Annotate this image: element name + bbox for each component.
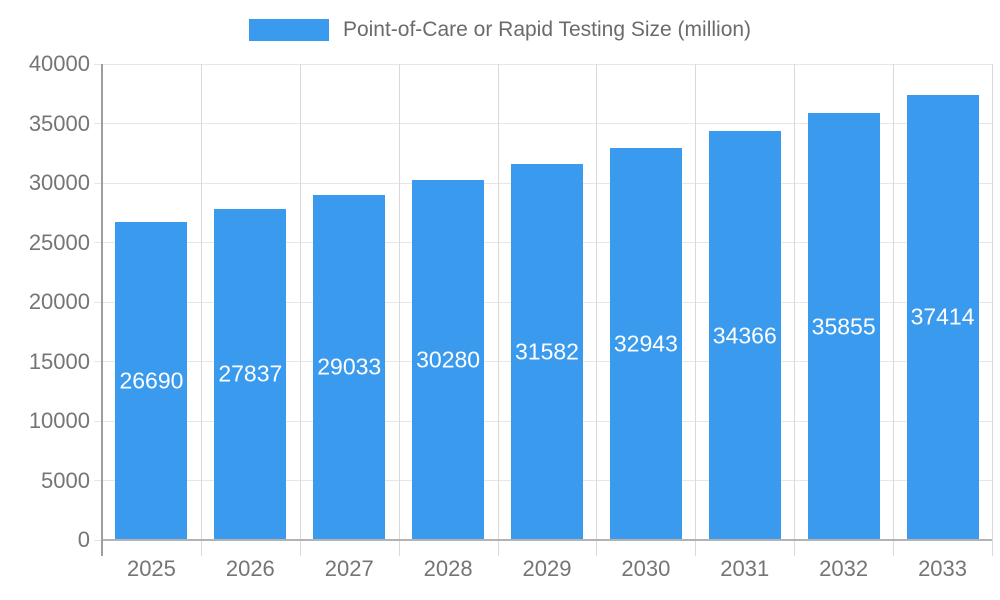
gridline-vertical [596, 64, 598, 556]
bar-value-label: 32943 [613, 330, 678, 357]
bar-value-label: 29033 [317, 353, 382, 380]
bar-value-label: 26690 [119, 367, 184, 394]
y-axis-tick-label: 15000 [28, 348, 90, 374]
y-axis-line [101, 64, 103, 556]
gridline-vertical [695, 64, 697, 556]
y-axis-tick-label: 10000 [28, 408, 90, 433]
x-axis-tick-label: 2026 [225, 556, 275, 581]
bar-value-label: 31582 [515, 338, 579, 365]
bar-2029 [511, 164, 583, 540]
x-axis-tick-label: 2033 [918, 556, 968, 581]
y-axis-tick-label: 30000 [28, 170, 90, 195]
y-axis-tick-label: 35000 [28, 110, 90, 136]
bar-value-label: 34366 [712, 322, 777, 349]
gridline-vertical [299, 64, 301, 556]
gridline-vertical [992, 64, 993, 556]
plot-area: 26690 27837 29033 30280 31582 32943 34366 35855… [94, 63, 993, 556]
x-axis-tick-label: 2027 [324, 556, 374, 581]
x-axis-tick-label: 2028 [423, 556, 473, 581]
bar-2033 [906, 94, 979, 540]
bar-value-label: 37414 [910, 303, 975, 330]
bar-value-label: 35855 [811, 313, 876, 340]
gridline-vertical [794, 64, 796, 556]
y-axis-tick-label: 0 [77, 527, 90, 552]
legend-label: Point-of-Care or Rapid Testing Size (mil… [342, 18, 752, 41]
bar-2025 [115, 222, 188, 540]
x-axis-tick-label: 2032 [819, 556, 869, 581]
bar-2030 [609, 147, 682, 540]
x-axis-tick-label: 2030 [621, 556, 671, 581]
bar-2028 [412, 179, 485, 540]
bar-2031 [708, 131, 781, 540]
bar-2027 [313, 194, 386, 540]
bar-value-label: 27837 [218, 360, 283, 387]
chart-legend: Point-of-Care or Rapid Testing Size (mil… [0, 18, 1000, 42]
x-axis-tick-label: 2025 [126, 556, 176, 581]
y-axis-tick-label: 40000 [28, 51, 90, 76]
legend-swatch-icon [248, 19, 329, 41]
x-axis-tick-label: 2031 [720, 556, 770, 581]
gridline-vertical [200, 64, 202, 556]
y-axis-tick-label: 20000 [28, 289, 90, 314]
x-axis-tick-label: 2029 [522, 556, 572, 581]
gridline-vertical [893, 64, 895, 556]
bar-2032 [807, 113, 880, 540]
gridline-horizontal [94, 63, 992, 65]
gridline-horizontal [94, 123, 992, 124]
y-axis-tick-label: 5000 [41, 467, 90, 493]
gridline-vertical [398, 64, 400, 556]
y-axis-tick-label: 25000 [28, 229, 90, 255]
gridline-vertical [497, 64, 499, 556]
bar-value-label: 30280 [416, 346, 481, 373]
x-axis-baseline [102, 539, 992, 541]
bar-2026 [214, 208, 287, 540]
